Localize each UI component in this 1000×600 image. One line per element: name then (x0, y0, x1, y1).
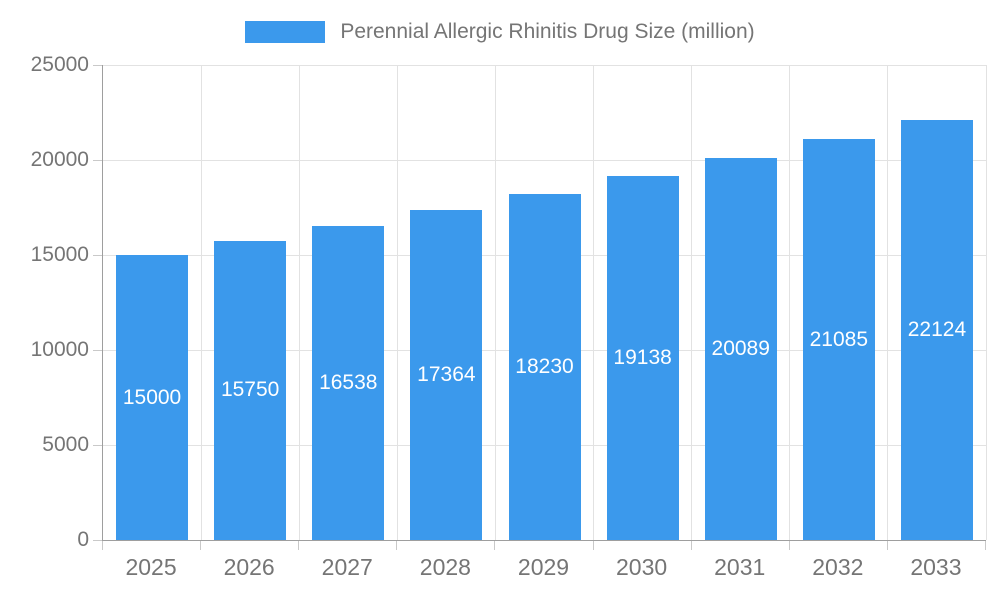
x-tick-label: 2028 (419, 554, 471, 580)
bar-2031[interactable]: 20089 (704, 158, 777, 540)
bar-value-label: 18230 (515, 354, 574, 378)
y-axis-tick (93, 160, 102, 161)
x-tick-label: 2031 (714, 554, 766, 580)
bar-value-label: 15000 (122, 385, 182, 409)
legend-series-label: Perennial Allergic Rhinitis Drug Size (m… (340, 20, 755, 43)
y-axis-tick (93, 540, 102, 541)
y-axis-tick (93, 65, 102, 66)
x-axis-tick (396, 541, 398, 550)
x-gridline (593, 65, 595, 540)
bar-2027[interactable]: 16538 (312, 225, 385, 540)
bar-value-label: 16538 (319, 370, 378, 394)
bar-value-label: 17364 (417, 363, 476, 387)
x-axis-tick (494, 541, 496, 550)
x-gridline (789, 65, 791, 540)
x-tick-label: 2032 (812, 554, 864, 580)
bar-2032[interactable]: 21085 (802, 139, 875, 540)
plot-area: 15000 15750 16538 17364 18230 19138 20089 21085… (102, 64, 987, 541)
y-tick-label: 10000 (30, 338, 89, 361)
legend-swatch-icon (245, 21, 326, 43)
bar-value-label: 15750 (220, 378, 280, 402)
y-axis-tick (93, 255, 102, 256)
y-tick-label: 5000 (42, 433, 89, 456)
y-axis-tick (93, 350, 102, 351)
bar-2025[interactable]: 15000 (116, 255, 189, 540)
bar-value-label: 22124 (907, 317, 967, 341)
y-tick-label: 25000 (30, 53, 89, 76)
x-gridline (494, 65, 496, 540)
x-axis-tick (298, 541, 300, 550)
x-axis-tick (592, 541, 594, 550)
x-tick-label: 2027 (321, 554, 373, 580)
x-tick-label: 2026 (223, 554, 275, 580)
bar-2026[interactable]: 15750 (214, 240, 287, 540)
x-axis-tick (690, 541, 692, 550)
chart-legend[interactable]: Perennial Allergic Rhinitis Drug Size (m… (0, 16, 1000, 48)
x-axis-tick (200, 541, 202, 550)
x-gridline (200, 65, 202, 540)
y-tick-label: 20000 (30, 148, 89, 171)
x-tick-label: 2033 (910, 554, 962, 580)
bar-value-label: 21085 (809, 327, 869, 351)
bar-2029[interactable]: 18230 (508, 193, 581, 540)
y-tick-label: 0 (77, 528, 89, 551)
x-tick-label: 2029 (517, 554, 570, 580)
x-axis-tick (886, 541, 888, 550)
x-tick-label: 2025 (125, 554, 177, 580)
x-gridline (396, 65, 398, 540)
x-gridline (691, 65, 693, 540)
y-axis-tick (93, 445, 102, 446)
bar-2028[interactable]: 17364 (410, 210, 483, 540)
x-gridline (985, 65, 987, 540)
x-axis-tick (788, 541, 790, 550)
x-axis-tick (985, 541, 986, 550)
y-tick-label: 15000 (30, 243, 89, 266)
x-axis-tick (102, 541, 103, 550)
y-gridline (103, 64, 986, 66)
x-tick-label: 2030 (616, 554, 668, 580)
bar-value-label: 19138 (613, 346, 672, 370)
x-gridline (298, 65, 300, 540)
bar-2033[interactable]: 22124 (900, 119, 973, 540)
x-gridline (887, 65, 889, 540)
bar-value-label: 20089 (711, 337, 770, 361)
bar-2030[interactable]: 19138 (606, 176, 679, 540)
y-gridline (103, 159, 986, 161)
